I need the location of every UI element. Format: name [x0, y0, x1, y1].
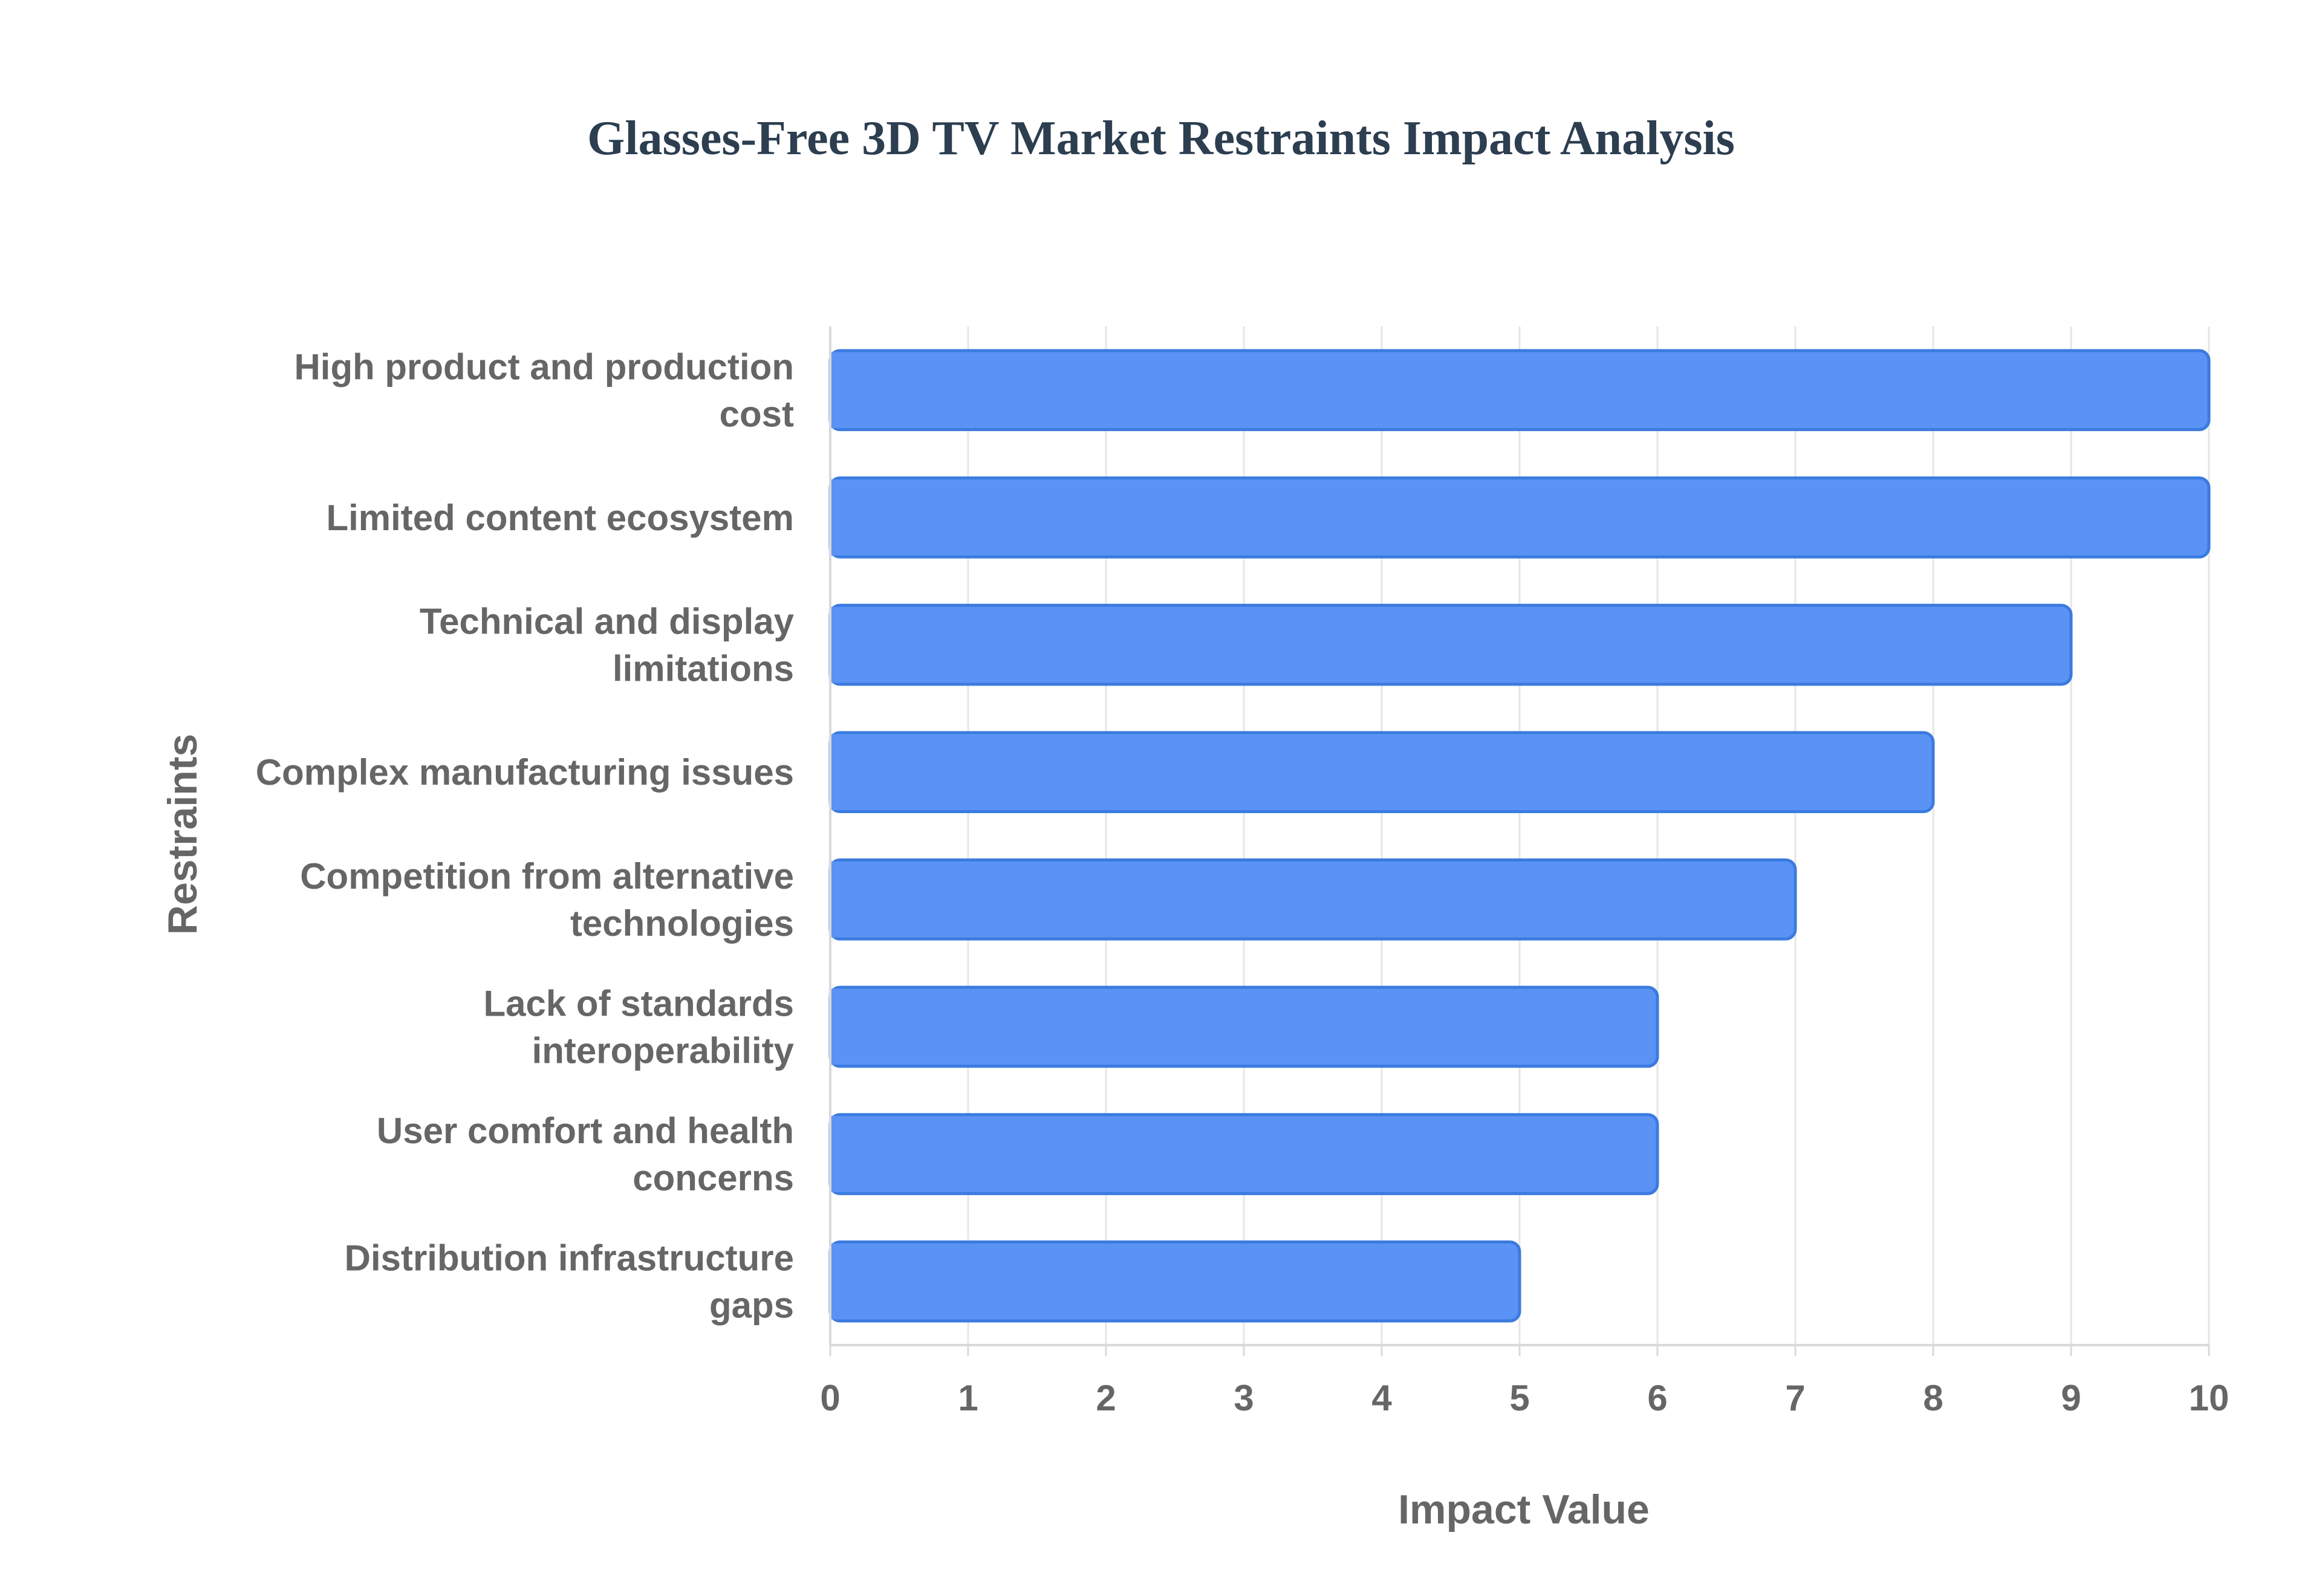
x-tick-label: 9 — [2061, 1378, 2081, 1418]
category-label-line: High product and production — [294, 346, 794, 387]
y-axis-title: Restraints — [160, 734, 206, 935]
bar — [828, 985, 1659, 1068]
category-label: Limited content ecosystem — [326, 498, 794, 538]
category-label-line: Competition from alternative — [300, 856, 794, 897]
category-label-line: interoperability — [532, 1030, 795, 1071]
category-label-line: limitations — [613, 649, 794, 689]
x-tick-label: 5 — [1509, 1378, 1529, 1418]
category-label-line: Limited content ecosystem — [326, 498, 794, 538]
bar — [828, 1240, 1521, 1323]
category-label-line: technologies — [570, 903, 794, 944]
bar — [828, 731, 1935, 813]
category-label-line: Distribution infrastructure — [345, 1238, 794, 1279]
x-tick-label: 1 — [958, 1378, 978, 1418]
bar-left-edge — [830, 1116, 841, 1192]
chart-title: Glasses-Free 3D TV Market Restraints Imp… — [587, 112, 1735, 165]
category-label-line: Technical and display — [420, 602, 795, 642]
bar — [828, 349, 2211, 432]
x-tick-label: 6 — [1647, 1378, 1667, 1418]
category-label: Competition from alternative technologies — [300, 856, 794, 944]
bar-left-edge — [830, 479, 841, 556]
bar — [828, 476, 2211, 559]
category-label-line: concerns — [633, 1158, 794, 1198]
bar-left-edge — [830, 1243, 841, 1320]
category-label-line: User comfort and health — [377, 1111, 794, 1151]
category-label: Complex manufacturing issues — [256, 752, 794, 793]
category-label: High product and production cost — [294, 346, 794, 434]
x-tick-label: 3 — [1234, 1378, 1254, 1418]
category-label-line: Lack of standards — [484, 983, 795, 1023]
bar-left-edge — [830, 606, 841, 683]
x-tick-label: 10 — [2189, 1378, 2229, 1418]
bar-left-edge — [830, 352, 841, 429]
category-label: Lack of standards interoperability — [484, 983, 795, 1071]
axes — [829, 326, 2210, 1356]
bar-left-edge — [830, 988, 841, 1065]
x-tick-label: 4 — [1371, 1378, 1392, 1418]
bar — [828, 858, 1797, 941]
x-tick-label: 0 — [820, 1378, 840, 1418]
category-label: Distribution infrastructure gaps — [345, 1238, 794, 1326]
category-labels: High product and production cost Limited c… — [256, 346, 795, 1325]
bar-left-edge — [830, 734, 841, 810]
x-tick-label: 2 — [1096, 1378, 1116, 1418]
x-tick-label: 8 — [1923, 1378, 1943, 1418]
bar — [828, 1113, 1659, 1195]
category-label-line: cost — [720, 394, 794, 434]
x-tick-labels: 0 1 2 3 4 5 6 7 8 9 10 — [820, 1378, 2229, 1418]
x-tick-label: 7 — [1785, 1378, 1805, 1418]
bar-left-edge — [830, 861, 841, 938]
bar — [828, 603, 2073, 686]
bars — [828, 349, 2211, 1323]
category-label-line: Complex manufacturing issues — [256, 752, 794, 793]
category-label: User comfort and health concerns — [377, 1111, 794, 1198]
category-label: Technical and display limitations — [420, 602, 795, 689]
x-axis-title: Impact Value — [1398, 1487, 1650, 1533]
category-label-line: gaps — [709, 1285, 794, 1326]
